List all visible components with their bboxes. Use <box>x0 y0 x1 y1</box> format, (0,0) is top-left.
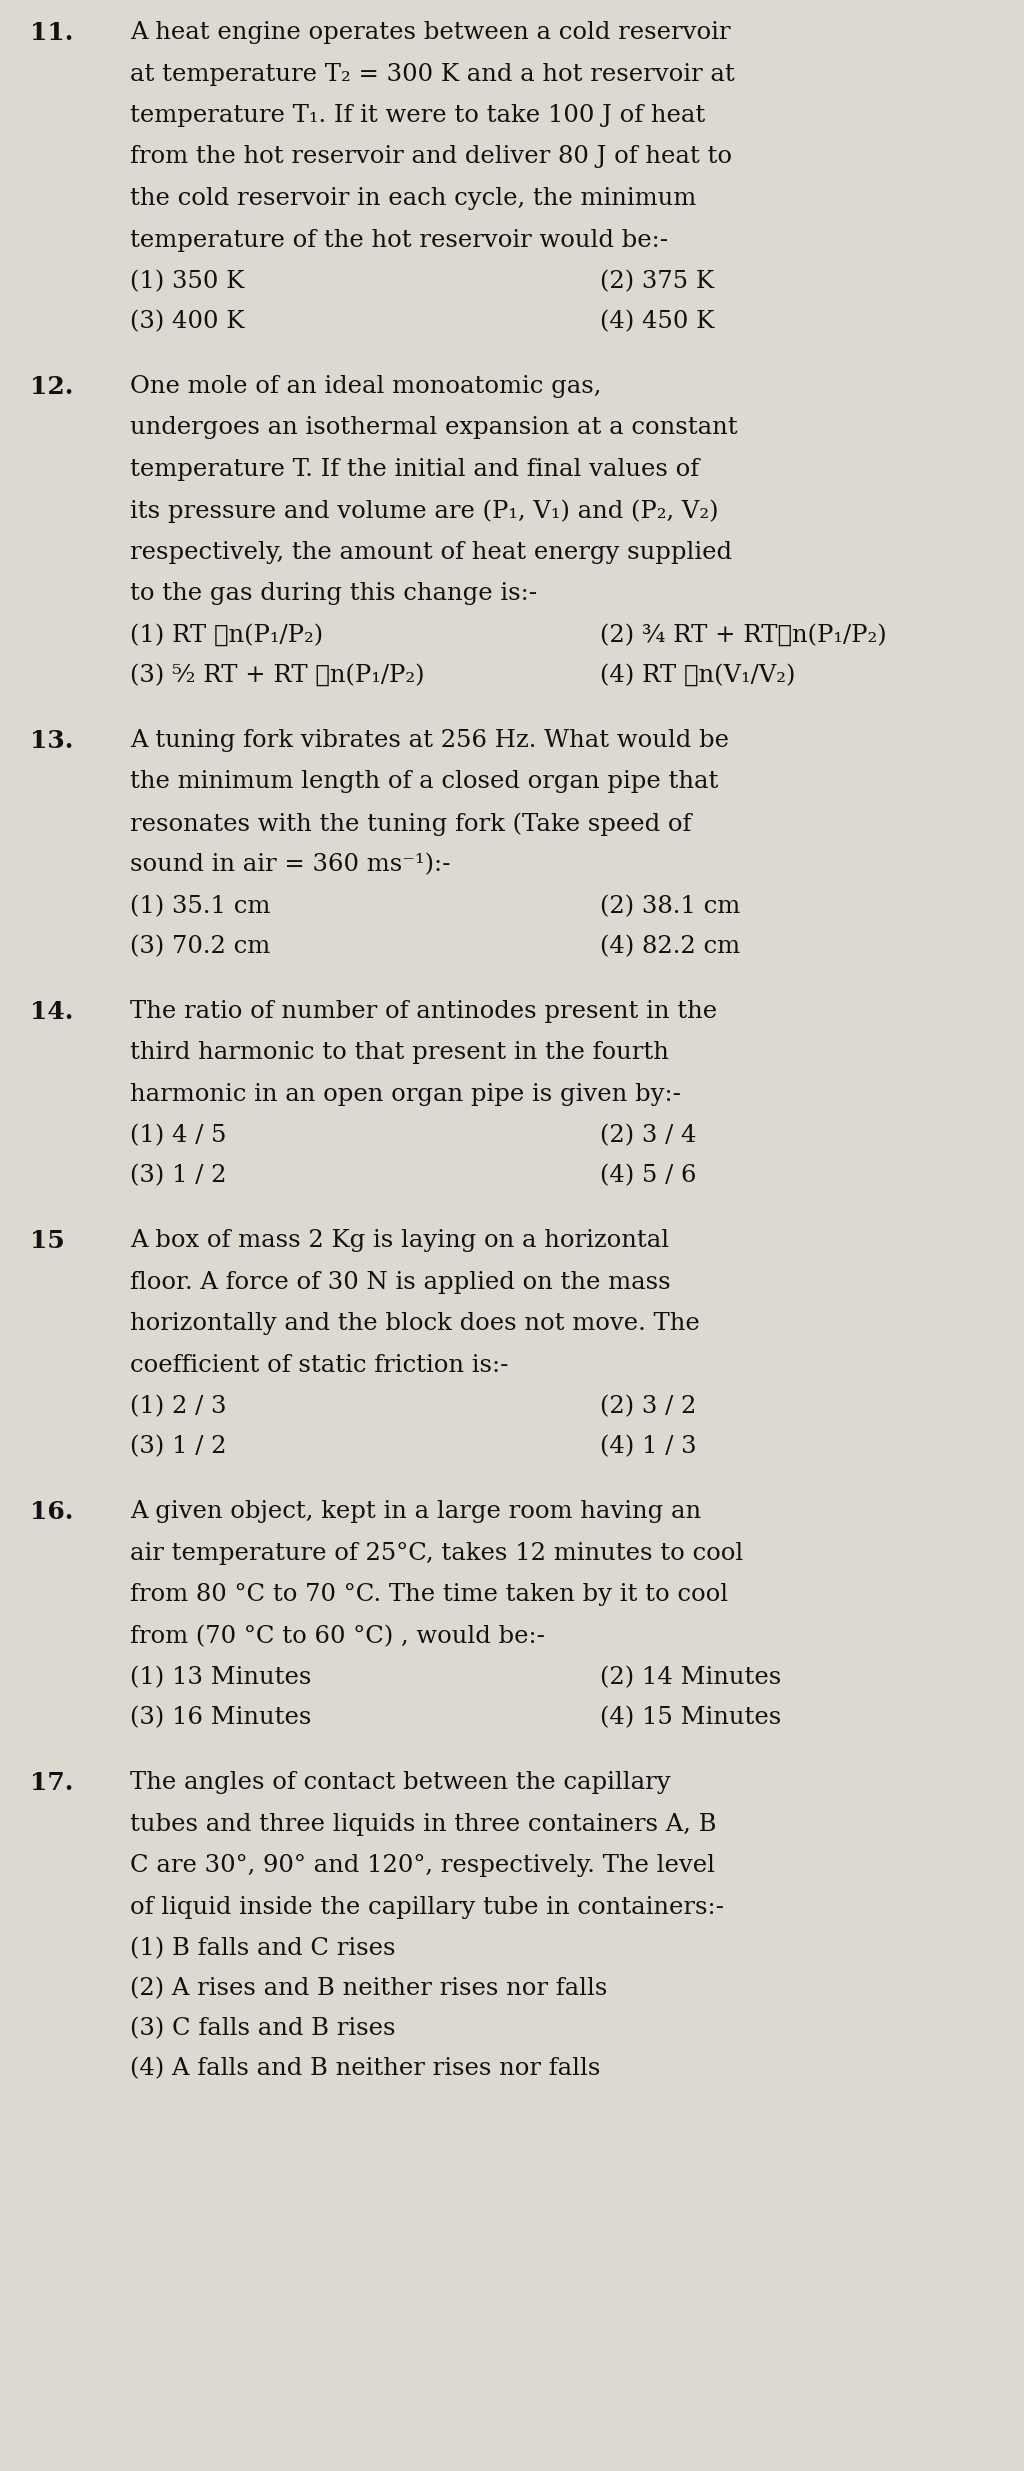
Text: temperature T. If the initial and final values of: temperature T. If the initial and final … <box>130 457 699 482</box>
Text: (2) 38.1 cm: (2) 38.1 cm <box>600 895 740 919</box>
Text: One mole of an ideal monoatomic gas,: One mole of an ideal monoatomic gas, <box>130 376 601 398</box>
Text: (4) A falls and B neither rises nor falls: (4) A falls and B neither rises nor fall… <box>130 2058 600 2081</box>
Text: 15: 15 <box>30 1231 65 1253</box>
Text: to the gas during this change is:-: to the gas during this change is:- <box>130 583 538 605</box>
Text: 12.: 12. <box>30 376 74 398</box>
Text: (3) ⁵⁄₂ RT + RT ℓn(P₁/P₂): (3) ⁵⁄₂ RT + RT ℓn(P₁/P₂) <box>130 665 425 687</box>
Text: A heat engine operates between a cold reservoir: A heat engine operates between a cold re… <box>130 20 730 44</box>
Text: (3) 70.2 cm: (3) 70.2 cm <box>130 934 270 959</box>
Text: temperature T₁. If it were to take 100 J of heat: temperature T₁. If it were to take 100 J… <box>130 104 706 126</box>
Text: (3) 16 Minutes: (3) 16 Minutes <box>130 1707 311 1730</box>
Text: (1) RT ℓn(P₁/P₂): (1) RT ℓn(P₁/P₂) <box>130 625 324 647</box>
Text: (2) 3 / 2: (2) 3 / 2 <box>600 1396 696 1418</box>
Text: (2) 14 Minutes: (2) 14 Minutes <box>600 1665 781 1690</box>
Text: C are 30°, 90° and 120°, respectively. The level: C are 30°, 90° and 120°, respectively. T… <box>130 1856 715 1878</box>
Text: (4) 15 Minutes: (4) 15 Minutes <box>600 1707 781 1730</box>
Text: harmonic in an open organ pipe is given by:-: harmonic in an open organ pipe is given … <box>130 1082 681 1107</box>
Text: respectively, the amount of heat energy supplied: respectively, the amount of heat energy … <box>130 541 732 563</box>
Text: 11.: 11. <box>30 20 74 44</box>
Text: (4) 82.2 cm: (4) 82.2 cm <box>600 934 740 959</box>
Text: (2) 375 K: (2) 375 K <box>600 269 714 294</box>
Text: 14.: 14. <box>30 1001 74 1023</box>
Text: (2) 3 / 4: (2) 3 / 4 <box>600 1124 696 1147</box>
Text: of liquid inside the capillary tube in containers:-: of liquid inside the capillary tube in c… <box>130 1895 724 1920</box>
Text: A given object, kept in a large room having an: A given object, kept in a large room hav… <box>130 1500 701 1525</box>
Text: resonates with the tuning fork (Take speed of: resonates with the tuning fork (Take spe… <box>130 813 691 835</box>
Text: horizontally and the block does not move. The: horizontally and the block does not move… <box>130 1312 699 1334</box>
Text: from the hot reservoir and deliver 80 J of heat to: from the hot reservoir and deliver 80 J … <box>130 146 732 168</box>
Text: (1) 2 / 3: (1) 2 / 3 <box>130 1396 226 1418</box>
Text: (4) 5 / 6: (4) 5 / 6 <box>600 1164 696 1189</box>
Text: its pressure and volume are (P₁, V₁) and (P₂, V₂): its pressure and volume are (P₁, V₁) and… <box>130 499 719 524</box>
Text: (3) 1 / 2: (3) 1 / 2 <box>130 1164 226 1189</box>
Text: 13.: 13. <box>30 729 74 754</box>
Text: (2) ¾ RT + RTℓn(P₁/P₂): (2) ¾ RT + RTℓn(P₁/P₂) <box>600 625 887 647</box>
Text: 17.: 17. <box>30 1772 74 1796</box>
Text: (3) 1 / 2: (3) 1 / 2 <box>130 1436 226 1458</box>
Text: at temperature T₂ = 300 K and a hot reservoir at: at temperature T₂ = 300 K and a hot rese… <box>130 62 735 86</box>
Text: undergoes an isothermal expansion at a constant: undergoes an isothermal expansion at a c… <box>130 418 737 440</box>
Text: (3) 400 K: (3) 400 K <box>130 309 245 334</box>
Text: A box of mass 2 Kg is laying on a horizontal: A box of mass 2 Kg is laying on a horizo… <box>130 1231 669 1253</box>
Text: The angles of contact between the capillary: The angles of contact between the capill… <box>130 1772 671 1794</box>
Text: The ratio of number of antinodes present in the: The ratio of number of antinodes present… <box>130 1001 717 1023</box>
Text: (3) C falls and B rises: (3) C falls and B rises <box>130 2016 395 2041</box>
Text: the minimum length of a closed organ pipe that: the minimum length of a closed organ pip… <box>130 771 719 793</box>
Text: coefficient of static friction is:-: coefficient of static friction is:- <box>130 1354 509 1376</box>
Text: (1) B falls and C rises: (1) B falls and C rises <box>130 1937 395 1960</box>
Text: (1) 350 K: (1) 350 K <box>130 269 245 294</box>
Text: (1) 35.1 cm: (1) 35.1 cm <box>130 895 270 919</box>
Text: from (70 °C to 60 °C) , would be:-: from (70 °C to 60 °C) , would be:- <box>130 1626 545 1648</box>
Text: air temperature of 25°C, takes 12 minutes to cool: air temperature of 25°C, takes 12 minute… <box>130 1542 743 1564</box>
Text: (4) 450 K: (4) 450 K <box>600 309 715 334</box>
Text: third harmonic to that present in the fourth: third harmonic to that present in the fo… <box>130 1040 669 1065</box>
Text: (4) 1 / 3: (4) 1 / 3 <box>600 1436 696 1458</box>
Text: sound in air = 360 ms⁻¹):-: sound in air = 360 ms⁻¹):- <box>130 852 451 877</box>
Text: the cold reservoir in each cycle, the minimum: the cold reservoir in each cycle, the mi… <box>130 188 696 210</box>
Text: 16.: 16. <box>30 1500 74 1525</box>
Text: (2) A rises and B neither rises nor falls: (2) A rises and B neither rises nor fall… <box>130 1977 607 2002</box>
Text: floor. A force of 30 N is applied on the mass: floor. A force of 30 N is applied on the… <box>130 1270 671 1295</box>
Text: A tuning fork vibrates at 256 Hz. What would be: A tuning fork vibrates at 256 Hz. What w… <box>130 729 729 751</box>
Text: from 80 °C to 70 °C. The time taken by it to cool: from 80 °C to 70 °C. The time taken by i… <box>130 1584 728 1606</box>
Text: tubes and three liquids in three containers A, B: tubes and three liquids in three contain… <box>130 1814 717 1836</box>
Text: (4) RT ℓn(V₁/V₂): (4) RT ℓn(V₁/V₂) <box>600 665 796 687</box>
Text: (1) 4 / 5: (1) 4 / 5 <box>130 1124 226 1147</box>
Text: temperature of the hot reservoir would be:-: temperature of the hot reservoir would b… <box>130 227 668 252</box>
Text: (1) 13 Minutes: (1) 13 Minutes <box>130 1665 311 1690</box>
